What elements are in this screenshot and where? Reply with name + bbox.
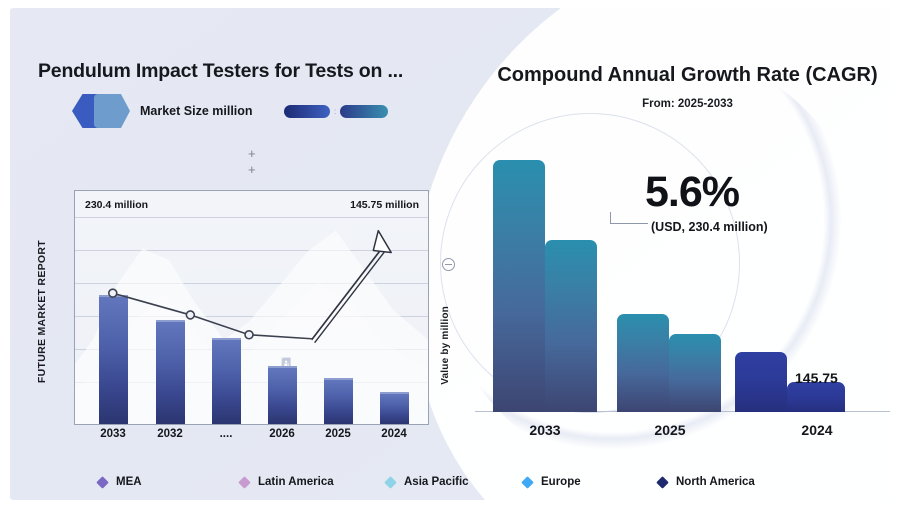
market-size-legend-header: Market Size million <box>72 94 253 128</box>
market-size-label: Market Size million <box>140 104 253 118</box>
page-title-right: Compound Annual Growth Rate (CAGR) <box>497 64 878 86</box>
bar-2024 <box>380 392 409 424</box>
left-chart-plot-area: 230.4 million 145.75 million 🖪 🖪 <box>74 190 429 425</box>
right-panel: Compound Annual Growth Rate (CAGR) From:… <box>465 8 890 500</box>
legend-item-mea[interactable]: MEA <box>96 475 142 489</box>
x-label-4: 2025 <box>325 428 351 440</box>
plus-icon-1: + <box>248 146 256 161</box>
legend-dot-europe <box>521 475 534 489</box>
plus-icon-2: + <box>248 162 256 177</box>
cagr-value: 5.6% <box>645 168 740 216</box>
y-axis-label-brand: FUTURE MARKET REPORT <box>36 240 48 384</box>
right-bar-2024-lower <box>787 382 845 412</box>
bar-dots <box>212 338 241 424</box>
left-panel: Pendulum Impact Testers for Tests on ...… <box>10 8 465 500</box>
left-chart-x-axis-labels: 2033 2032 .... 2026 2025 2024 <box>74 428 429 450</box>
x-label-3: 2026 <box>269 428 295 440</box>
bar-2033 <box>99 295 128 424</box>
legend-item-europe[interactable]: Europe <box>521 475 581 489</box>
infographic-canvas: Pendulum Impact Testers for Tests on ...… <box>10 8 890 500</box>
legend-pill-separator: : <box>334 107 337 116</box>
legend-item-asia-pacific[interactable]: Asia Pacific <box>384 475 469 489</box>
bracket-tick-decoration <box>610 212 648 224</box>
legend-label-latin-america: Latin America <box>258 476 334 488</box>
right-bar-2025-lower <box>669 334 721 412</box>
legend-label-north-america: North America <box>676 476 755 488</box>
legend-dot-latin-america <box>238 475 251 489</box>
legend-dot-north-america <box>656 475 669 489</box>
trend-line-overlay <box>108 229 392 344</box>
right-bar-2033-lower <box>545 240 597 412</box>
legend-item-north-america[interactable]: North America <box>656 475 755 489</box>
x-label-0: 2033 <box>100 428 126 440</box>
page-subtitle-right: From: 2025-2033 <box>642 98 733 110</box>
right-data-label-145: 145.75 <box>795 370 838 386</box>
legend-label-asia-pacific: Asia Pacific <box>404 476 469 488</box>
right-x-label-2025: 2025 <box>654 422 686 438</box>
legend-dot-asia-pacific <box>384 475 397 489</box>
plus-icons-group: + + <box>248 146 256 178</box>
right-bar-2024-upper <box>735 352 787 412</box>
right-x-label-2033: 2033 <box>529 422 561 438</box>
right-bar-2025-upper <box>617 314 669 412</box>
annotation-value-left: 230.4 million <box>85 199 149 211</box>
x-label-1: 2032 <box>157 428 183 440</box>
cagr-note: (USD, 230.4 million) <box>651 220 768 234</box>
right-bar-2033-upper <box>493 160 545 412</box>
bar-2032 <box>156 320 185 424</box>
legend-label-europe: Europe <box>541 476 581 488</box>
page-title-left: Pendulum Impact Testers for Tests on ... <box>38 60 404 82</box>
y-axis-label-value: Value by million <box>440 306 451 385</box>
x-label-5: 2024 <box>381 428 407 440</box>
legend-pill-secondary <box>340 105 389 118</box>
hexagon-logo-icon <box>72 94 130 128</box>
circle-minus-icon <box>442 258 455 271</box>
legend-pill-group: : <box>284 105 389 118</box>
legend-dot-mea <box>96 475 109 489</box>
legend-pill-primary <box>284 105 330 118</box>
left-bars-group <box>75 191 428 424</box>
right-x-label-2024: 2024 <box>801 422 833 438</box>
right-bars-group: 2033 2025 2024 145.75 <box>465 8 890 500</box>
annotation-value-right: 145.75 million <box>350 199 419 211</box>
legend-item-latin-america[interactable]: Latin America <box>238 475 334 489</box>
legend-label-mea: MEA <box>116 476 142 488</box>
x-label-2: .... <box>219 428 233 440</box>
bar-2026 <box>268 366 297 424</box>
ghost-save-icon-1: 🖪 <box>281 355 292 369</box>
bar-2025 <box>324 378 353 424</box>
